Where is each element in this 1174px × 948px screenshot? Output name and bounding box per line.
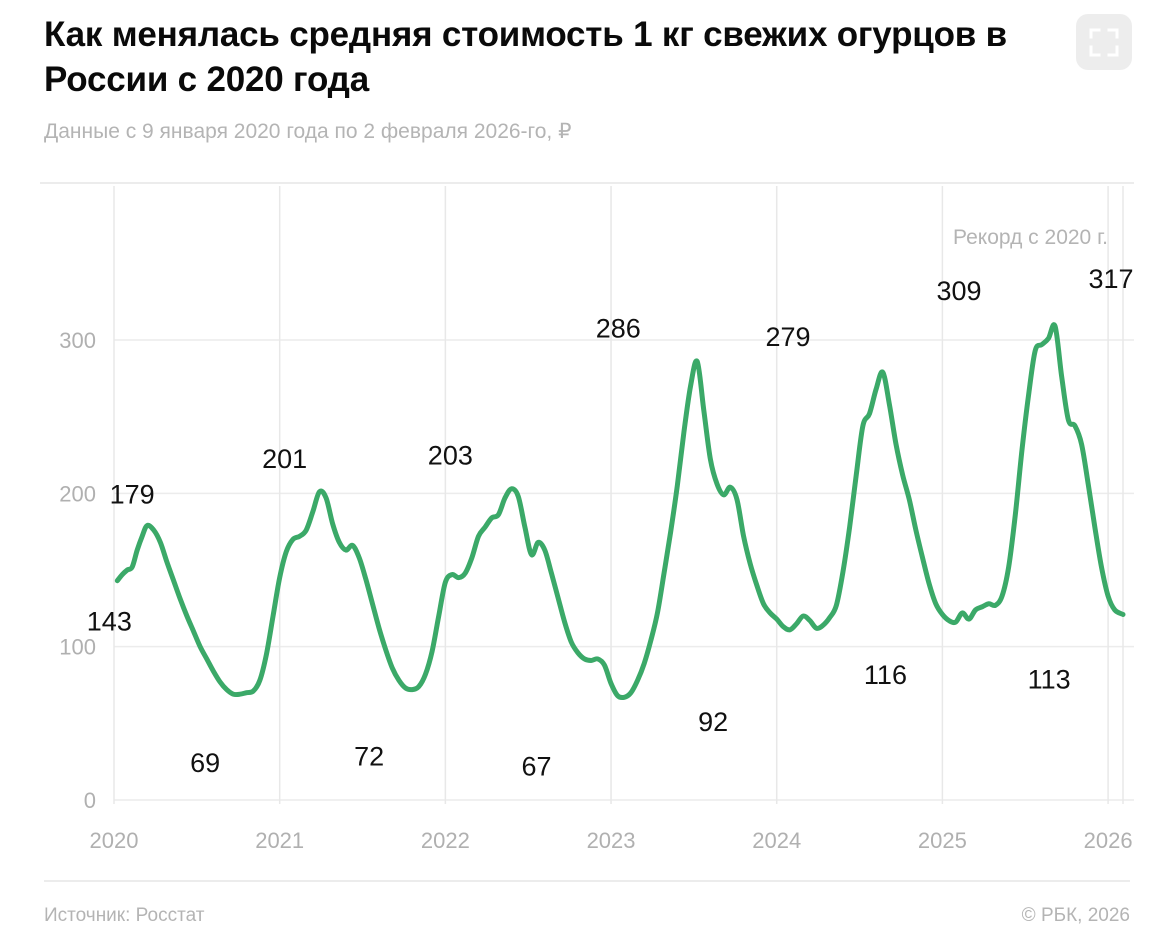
y-tick-0: 0 xyxy=(84,788,96,813)
header: Как менялась средняя стоимость 1 кг свеж… xyxy=(0,0,1174,145)
price-line-series xyxy=(114,322,1126,701)
fullscreen-expand-button[interactable] xyxy=(1076,14,1132,70)
x-tick-2025: 2025 xyxy=(918,828,967,853)
x-tick-2022: 2022 xyxy=(421,828,470,853)
data-label-203: 203 xyxy=(428,441,473,471)
chart-container: 0 100 200 300 2020 2021 2022 2023 2024 2025 2026 … xyxy=(0,182,1174,872)
copyright-label: © РБК, 2026 xyxy=(1021,905,1130,926)
data-label-179: 179 xyxy=(110,480,155,510)
data-label-72: 72 xyxy=(354,742,384,772)
vertical-gridlines xyxy=(113,186,1109,804)
data-label-201: 201 xyxy=(262,444,307,474)
x-tick-2021: 2021 xyxy=(255,828,304,853)
footer: Источник: Росстат © РБК, 2026 xyxy=(44,880,1130,942)
data-label-113: 113 xyxy=(1028,665,1071,695)
y-tick-100: 100 xyxy=(59,635,96,660)
source-label: Источник: Росстат xyxy=(44,905,205,926)
chart-subtitle: Данные с 9 января 2020 года по 2 февраля… xyxy=(44,120,572,143)
data-label-317: 317 xyxy=(1088,264,1133,294)
x-tick-2026: 2026 xyxy=(1084,828,1133,853)
y-axis-tick-labels: 0 100 200 300 xyxy=(59,328,96,813)
x-axis-tick-labels: 2020 2021 2022 2023 2024 2025 2026 xyxy=(90,828,1133,853)
data-label-309: 309 xyxy=(936,276,981,306)
record-annotation: Рекорд с 2020 г. xyxy=(953,226,1108,249)
data-label-69: 69 xyxy=(190,748,220,778)
data-label-286: 286 xyxy=(596,313,641,343)
x-tick-2024: 2024 xyxy=(752,828,801,853)
fullscreen-expand-icon xyxy=(1076,26,1132,58)
page-title: Как менялась средняя стоимость 1 кг свеж… xyxy=(44,15,1007,99)
data-label-92: 92 xyxy=(698,707,728,737)
x-tick-2023: 2023 xyxy=(587,828,636,853)
data-point-labels: 143 179 69 201 72 203 67 286 92 279 116 309 113 317 xyxy=(87,264,1134,781)
data-label-143: 143 xyxy=(87,607,132,637)
horizontal-gridlines xyxy=(114,339,1134,801)
y-tick-200: 200 xyxy=(59,481,96,506)
data-label-116: 116 xyxy=(864,660,907,690)
x-tick-2020: 2020 xyxy=(90,828,139,853)
data-label-67: 67 xyxy=(521,751,551,781)
y-tick-300: 300 xyxy=(59,328,96,353)
data-label-279: 279 xyxy=(765,322,810,352)
